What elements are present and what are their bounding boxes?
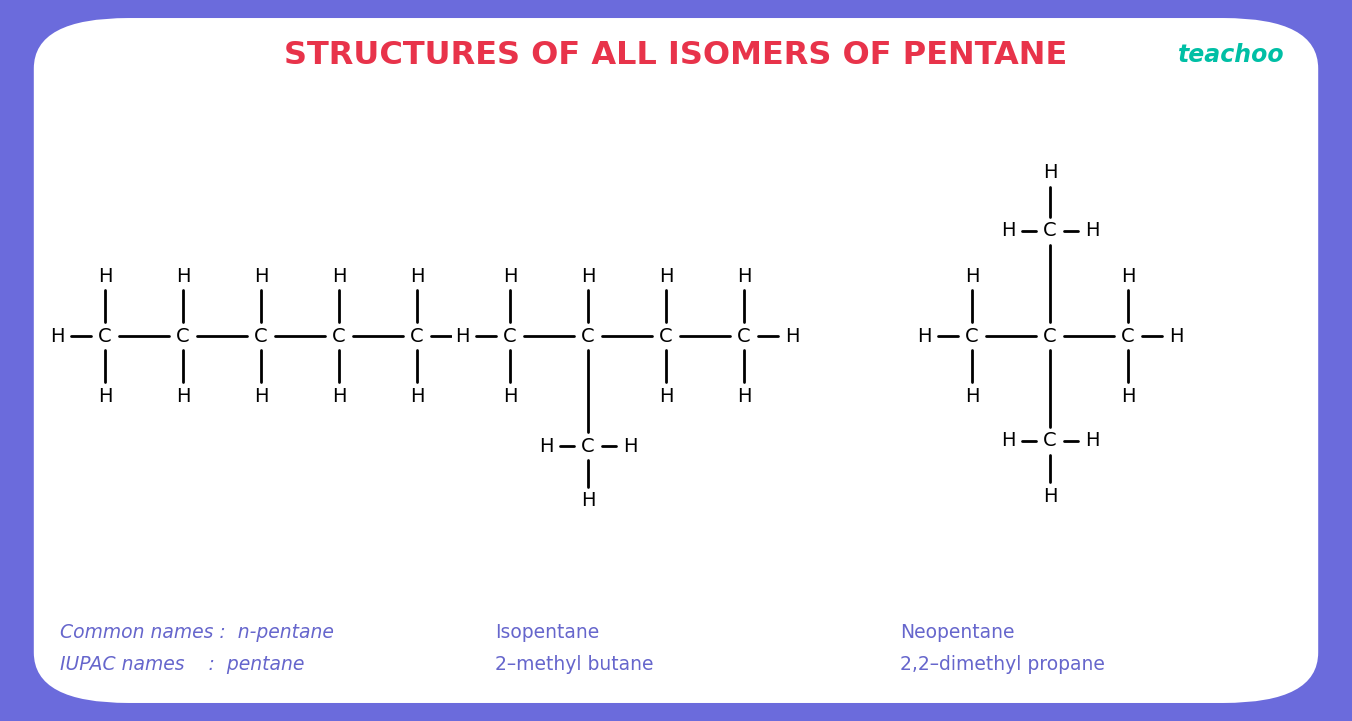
Text: H: H (658, 386, 673, 405)
Text: H: H (581, 492, 595, 510)
Text: H: H (581, 267, 595, 286)
Text: C: C (1044, 221, 1057, 241)
Text: H: H (1042, 487, 1057, 505)
Text: H: H (97, 267, 112, 286)
Text: C: C (1121, 327, 1134, 345)
Text: H: H (965, 267, 979, 286)
Text: C: C (660, 327, 673, 345)
Text: H: H (97, 386, 112, 405)
Text: H: H (1084, 221, 1099, 241)
Text: H: H (176, 386, 191, 405)
Text: H: H (1168, 327, 1183, 345)
Text: H: H (917, 327, 932, 345)
Text: H: H (410, 267, 425, 286)
Text: IUPAC names    :  pentane: IUPAC names : pentane (59, 655, 304, 673)
Text: H: H (784, 327, 799, 345)
Text: H: H (503, 267, 518, 286)
Text: teachoo: teachoo (1179, 43, 1284, 67)
Text: H: H (538, 436, 553, 456)
Text: H: H (410, 386, 425, 405)
Text: H: H (254, 386, 268, 405)
Text: Neopentane: Neopentane (900, 624, 1014, 642)
Text: H: H (965, 386, 979, 405)
Text: H: H (737, 386, 752, 405)
Text: H: H (503, 386, 518, 405)
Text: H: H (1042, 164, 1057, 182)
Text: STRUCTURES OF ALL ISOMERS OF PENTANE: STRUCTURES OF ALL ISOMERS OF PENTANE (284, 40, 1068, 71)
Text: H: H (737, 267, 752, 286)
Text: H: H (623, 436, 637, 456)
Text: C: C (99, 327, 112, 345)
Text: H: H (454, 327, 469, 345)
Text: C: C (254, 327, 268, 345)
Text: Common names :  n-pentane: Common names : n-pentane (59, 624, 334, 642)
Text: H: H (331, 267, 346, 286)
Text: C: C (1044, 327, 1057, 345)
Text: C: C (581, 327, 595, 345)
Text: H: H (458, 327, 472, 345)
Text: H: H (1000, 431, 1015, 451)
Text: H: H (1084, 431, 1099, 451)
Text: C: C (737, 327, 750, 345)
Text: C: C (581, 436, 595, 456)
Text: Isopentane: Isopentane (495, 624, 599, 642)
Text: 2,2–dimethyl propane: 2,2–dimethyl propane (900, 655, 1105, 673)
Text: C: C (176, 327, 189, 345)
Text: H: H (331, 386, 346, 405)
Text: C: C (503, 327, 516, 345)
Text: H: H (1000, 221, 1015, 241)
Text: C: C (410, 327, 423, 345)
Text: H: H (176, 267, 191, 286)
Text: C: C (1044, 431, 1057, 451)
Text: H: H (658, 267, 673, 286)
Text: C: C (965, 327, 979, 345)
Text: H: H (1121, 386, 1136, 405)
Text: H: H (254, 267, 268, 286)
Text: H: H (50, 327, 65, 345)
Text: 2–methyl butane: 2–methyl butane (495, 655, 653, 673)
Text: C: C (333, 327, 346, 345)
Text: H: H (1121, 267, 1136, 286)
